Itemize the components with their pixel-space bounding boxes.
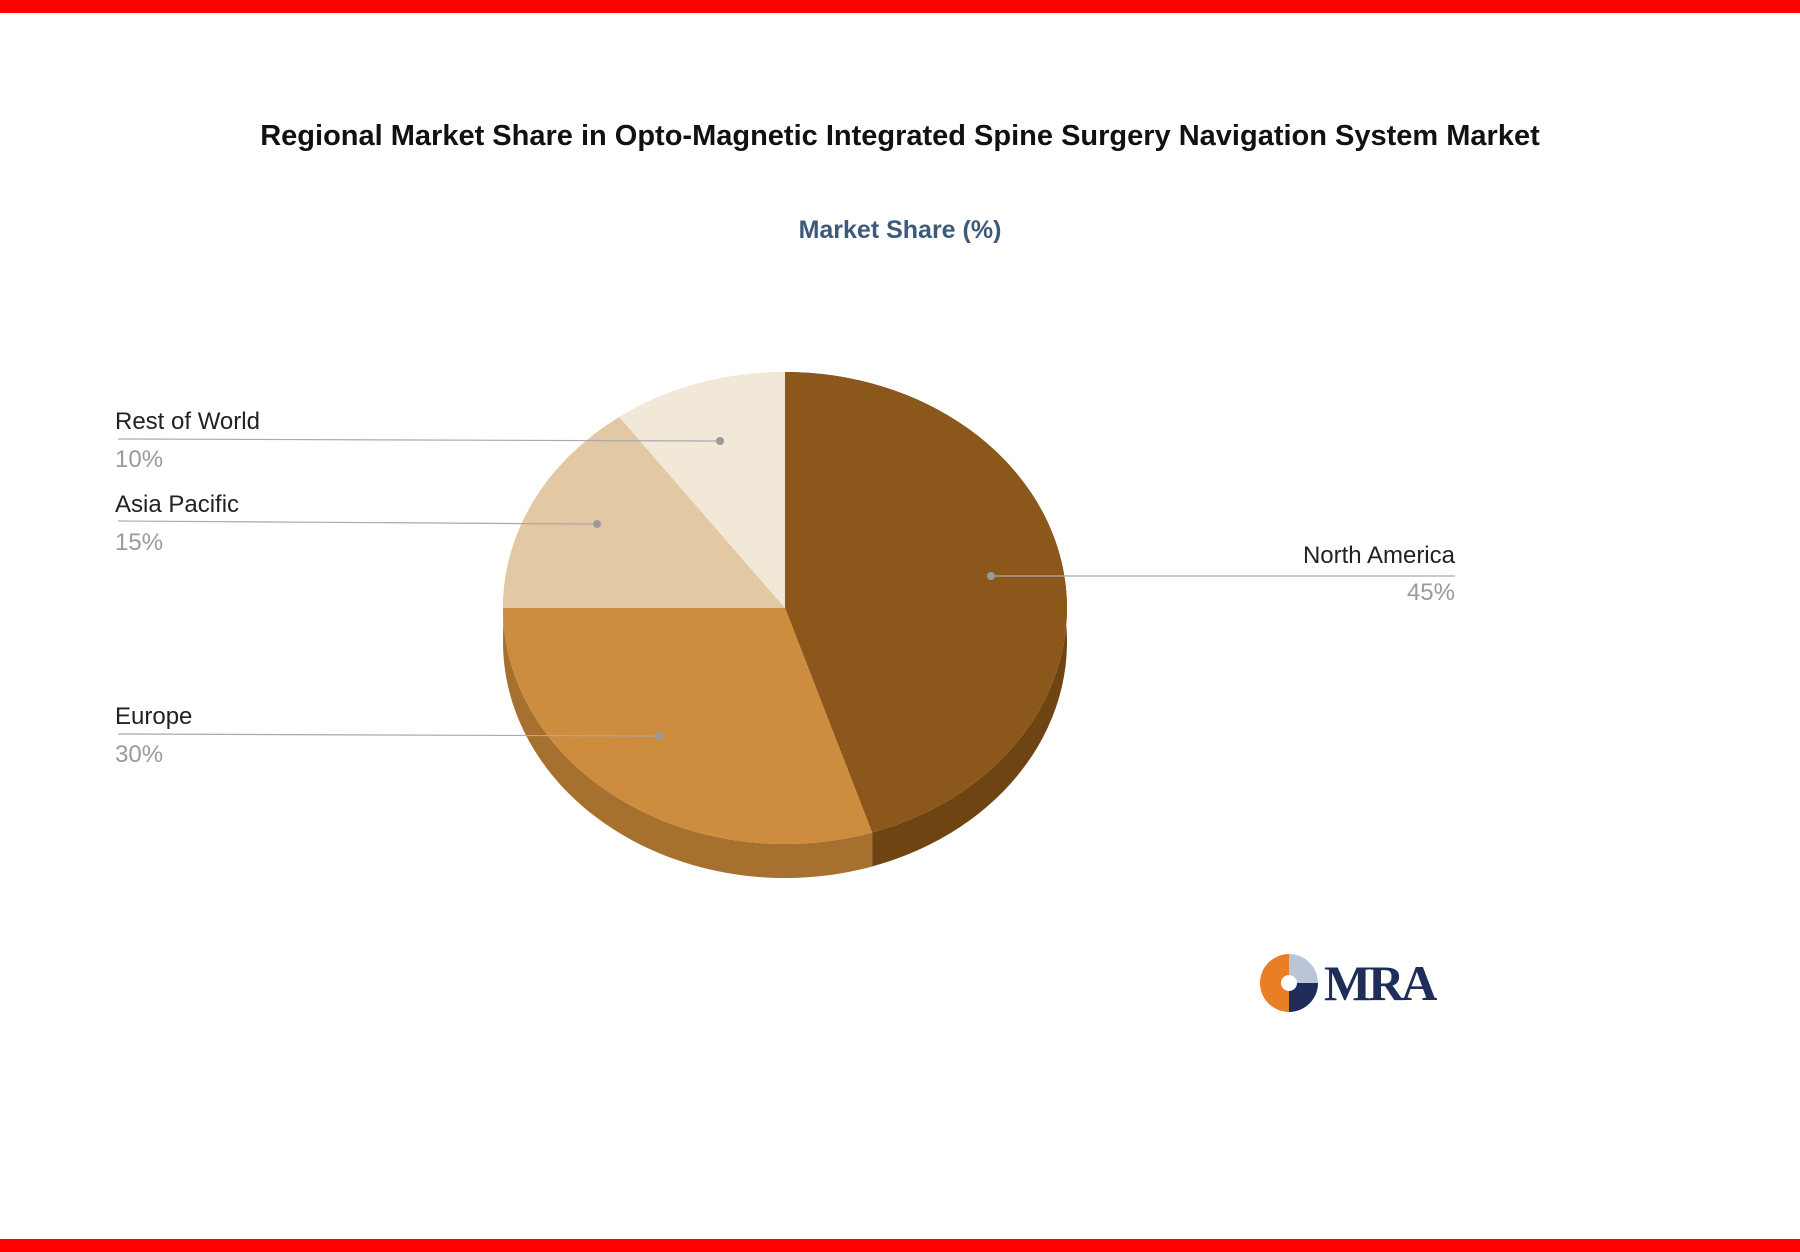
label-europe-pct-wrap: 30% bbox=[115, 741, 163, 769]
label-rest-of-world-name: Rest of World bbox=[115, 408, 260, 435]
chart-title: Regional Market Share in Opto-Magnetic I… bbox=[260, 120, 1540, 152]
label-asia-pacific-pct-wrap: 15% bbox=[115, 529, 163, 557]
label-asia-pacific-name: Asia Pacific bbox=[115, 491, 240, 518]
leader-dot-europe bbox=[655, 732, 663, 740]
label-europe-name: Europe bbox=[115, 703, 193, 730]
leader-line-europe bbox=[117, 733, 656, 737]
leader-dot-asia-pacific bbox=[593, 520, 601, 528]
leader-lines bbox=[117, 437, 1455, 740]
label-asia-pacific: Asia Pacific bbox=[115, 491, 239, 519]
bottom-red-bar bbox=[0, 1239, 1800, 1252]
label-rest-of-world: Rest of World bbox=[115, 408, 260, 436]
label-north-america-pct: 45% bbox=[1406, 579, 1455, 606]
pie-slice-north-america bbox=[785, 372, 1067, 833]
leader-dot-rest-of-world bbox=[716, 437, 724, 445]
mra-logo-icon bbox=[1260, 954, 1318, 1012]
leader-line-asia-pacific bbox=[117, 520, 594, 525]
pie-slice-rest-of-world bbox=[619, 372, 785, 608]
leader-dot-north-america bbox=[987, 572, 995, 580]
label-rest-of-world-pct-wrap: 10% bbox=[115, 446, 163, 474]
label-europe: Europe bbox=[115, 703, 192, 731]
mra-logo: MRA bbox=[1260, 954, 1440, 1012]
pie-wall-europe bbox=[502, 608, 873, 878]
mra-logo-text: MRA bbox=[1324, 955, 1437, 1011]
label-rest-of-world-pct: 10% bbox=[115, 446, 164, 473]
top-red-bar bbox=[0, 0, 1800, 13]
chart-subtitle: Market Share (%) bbox=[798, 216, 1002, 244]
label-north-america-pct-wrap: 45% bbox=[1155, 579, 1455, 607]
label-asia-pacific-pct: 15% bbox=[115, 529, 164, 556]
label-north-america-name: North America bbox=[1302, 542, 1455, 569]
pie-slices bbox=[502, 372, 1067, 844]
leader-line-rest-of-world bbox=[117, 438, 717, 442]
pie-slice-asia-pacific bbox=[503, 417, 785, 608]
label-europe-pct: 30% bbox=[115, 741, 164, 768]
label-north-america: North America bbox=[1155, 542, 1455, 570]
pie-slice-europe bbox=[502, 608, 873, 844]
